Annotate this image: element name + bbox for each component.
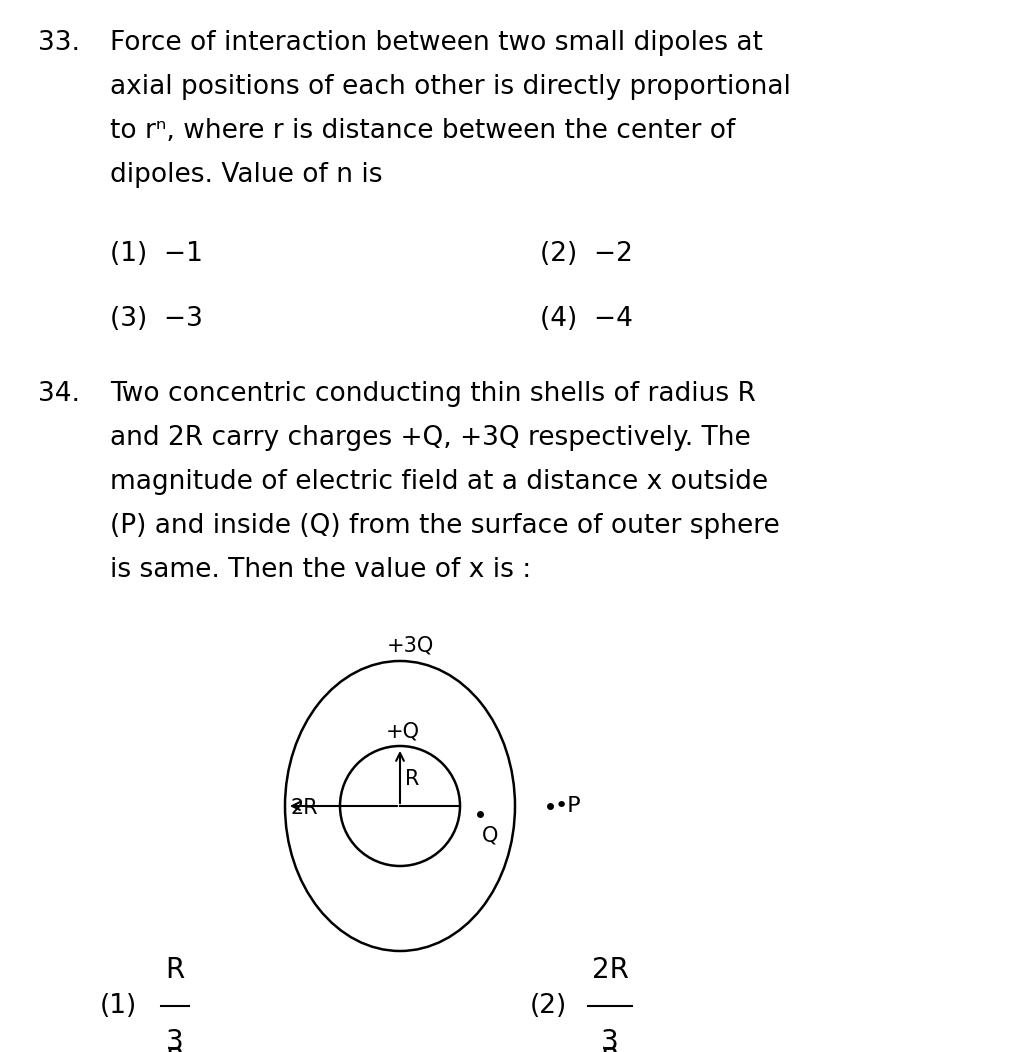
Text: 34.: 34.	[38, 381, 80, 407]
Text: Q: Q	[482, 826, 499, 846]
Text: (3)  −3: (3) −3	[110, 306, 203, 332]
Text: (4)  −4: (4) −4	[540, 306, 633, 332]
Text: •P: •P	[555, 796, 582, 816]
Text: 3: 3	[166, 1028, 184, 1052]
Text: axial positions of each other is directly proportional: axial positions of each other is directl…	[110, 74, 791, 100]
Text: +3Q: +3Q	[386, 636, 433, 656]
Text: (1): (1)	[100, 993, 137, 1019]
Text: 33.: 33.	[38, 31, 80, 56]
Text: R: R	[165, 956, 184, 984]
Text: R: R	[600, 1046, 620, 1052]
Text: is same. Then the value of x is :: is same. Then the value of x is :	[110, 557, 531, 583]
Text: R: R	[406, 769, 420, 789]
Text: Force of interaction between two small dipoles at: Force of interaction between two small d…	[110, 31, 763, 56]
Text: to rⁿ, where r is distance between the center of: to rⁿ, where r is distance between the c…	[110, 118, 735, 144]
Text: +Q: +Q	[386, 721, 420, 741]
Text: (P) and inside (Q) from the surface of outer sphere: (P) and inside (Q) from the surface of o…	[110, 513, 779, 539]
Text: R: R	[165, 1046, 184, 1052]
Text: 3: 3	[601, 1028, 618, 1052]
Text: and 2R carry charges +Q, +3Q respectively. The: and 2R carry charges +Q, +3Q respectivel…	[110, 425, 751, 451]
Text: (1)  −1: (1) −1	[110, 241, 203, 267]
Text: 2R: 2R	[592, 956, 629, 984]
Text: (2)  −2: (2) −2	[540, 241, 633, 267]
Text: magnitude of electric field at a distance x outside: magnitude of electric field at a distanc…	[110, 469, 768, 495]
Text: (2): (2)	[530, 993, 567, 1019]
Text: dipoles. Value of n is: dipoles. Value of n is	[110, 162, 383, 188]
Text: 2R: 2R	[290, 798, 317, 818]
Text: Two concentric conducting thin shells of radius R: Two concentric conducting thin shells of…	[110, 381, 756, 407]
